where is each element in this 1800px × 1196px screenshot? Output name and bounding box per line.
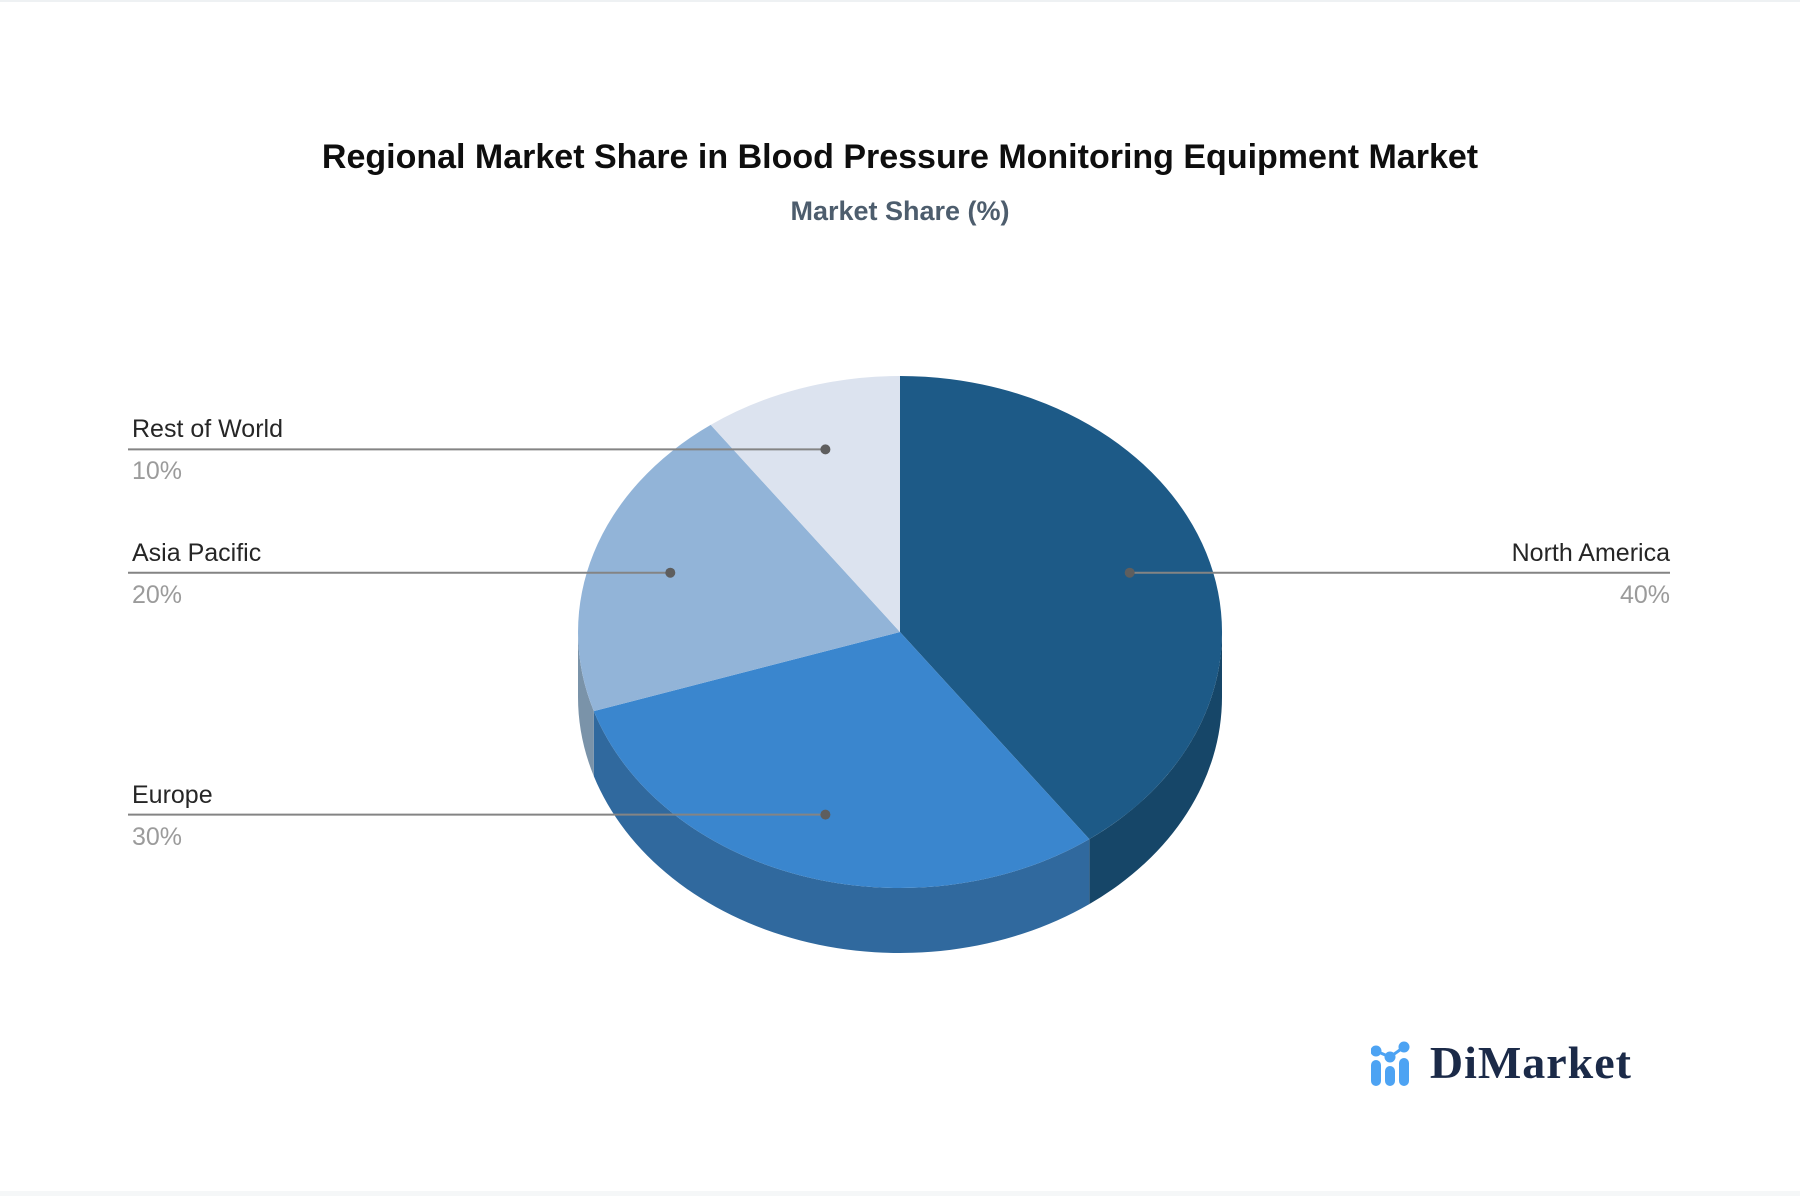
label-connector-dot-europe [820, 809, 831, 820]
slice-label-north-america: North America 40% [1512, 539, 1670, 610]
slice-label-percent: 30% [132, 823, 183, 851]
pie-slice-rest-of-world[interactable] [710, 376, 900, 632]
slice-label-europe: Europe 30% [132, 781, 213, 852]
slice-label-name: Asia Pacific [132, 539, 262, 567]
label-connector-dot-rest-of-world [820, 444, 831, 455]
slice-label-percent: 20% [132, 581, 183, 609]
pie-slice-north-america[interactable] [900, 376, 1223, 840]
pie-slice-asia-pacific[interactable] [578, 424, 900, 712]
slice-label-name: Rest of World [132, 415, 283, 443]
slice-label-percent: 40% [1619, 581, 1670, 609]
slice-label-rest-of-world: Rest of World 10% [132, 415, 283, 486]
slice-label-percent: 10% [132, 457, 183, 485]
label-connector-dot-north-america [1124, 567, 1135, 578]
pie-slice-side-europe[interactable] [593, 711, 1090, 953]
slice-label-asia-pacific: Asia Pacific 20% [132, 539, 261, 610]
pie-slice-side-north-america[interactable] [1089, 632, 1222, 905]
bar-chart-logo-icon [1370, 1041, 1410, 1086]
slice-label-name: North America [1511, 539, 1670, 567]
label-connector-dot-asia-pacific [665, 567, 676, 578]
slice-label-name: Europe [132, 781, 213, 809]
top-edge-strip [0, 0, 1800, 2]
pie-slice-europe[interactable] [593, 632, 1090, 888]
chart-subtitle: Market Share (%) [790, 196, 1010, 226]
brand-name: DiMarket [1429, 1037, 1632, 1088]
brand-logo: DiMarket [1370, 1037, 1632, 1088]
chart-title: Regional Market Share in Blood Pressure … [321, 138, 1479, 176]
pie-slice-side-asia-pacific[interactable] [578, 632, 594, 777]
bottom-edge-strip [0, 1191, 1800, 1196]
